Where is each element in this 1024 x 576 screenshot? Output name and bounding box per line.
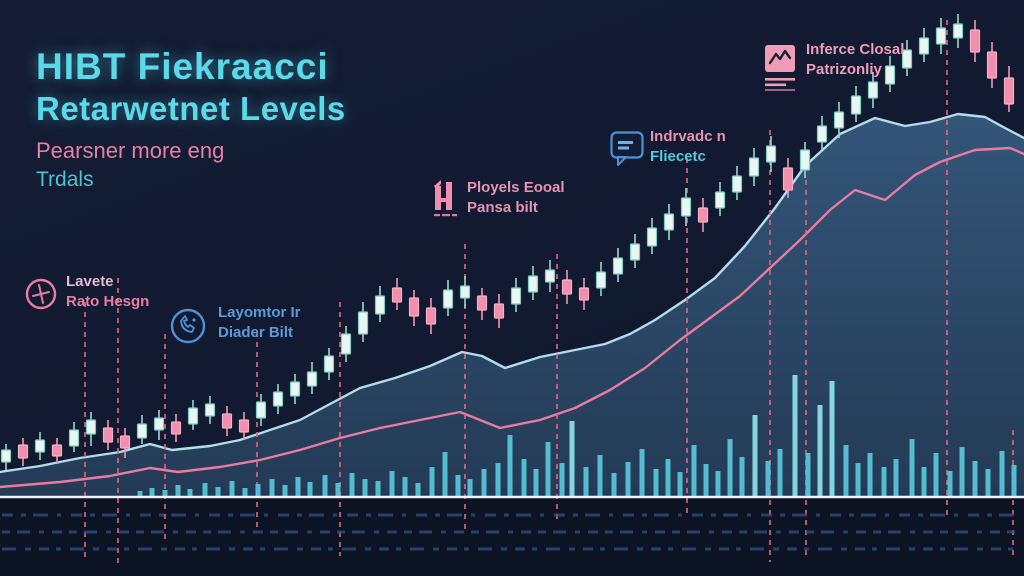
mid-label-line2: Pansa bilt — [467, 198, 538, 216]
top-right-label-line1: Inferce Closal — [806, 41, 905, 58]
chat-bubble-icon — [610, 131, 650, 176]
left-label-1-line1: Lavete — [66, 273, 114, 290]
left-label-2: Layomtor Ir Diader Bilt — [218, 303, 301, 342]
mid-label: Ployels Eooal Pansa bilt — [467, 178, 565, 217]
top-right-label-line2: Patrizonliy — [806, 60, 882, 78]
left-label-2-line1: Layomtor Ir — [218, 304, 301, 321]
indicator-label-line1: Indrvadc n — [650, 128, 726, 145]
indicator-label-line2: Fliecetc — [650, 147, 706, 165]
compass-icon — [24, 277, 58, 316]
title-line1: HIBT Fiekraacci — [36, 46, 329, 87]
subtitle-line2: Trdals — [36, 168, 94, 191]
left-label-1: Lavete Rato Hesgn — [66, 272, 149, 311]
left-label-1-line2: Rato Hesgn — [66, 292, 150, 310]
chart-card-icon — [765, 45, 799, 102]
phone-icon — [168, 306, 208, 351]
title-line2: Retarwetnet Levels — [36, 90, 346, 127]
subtitle-line1: Pearsner more eng — [36, 138, 225, 163]
indicator-label: Indrvadc n Fliecetc — [650, 127, 726, 166]
page-title: HIBT Fiekraacci Retarwetnet Levels Pears… — [36, 46, 346, 192]
h-glyph-icon — [432, 180, 462, 225]
left-label-2-line2: Diader Bilt — [218, 323, 294, 341]
top-right-label: Inferce Closal Patrizonliy — [806, 40, 904, 79]
mid-label-line1: Ployels Eooal — [467, 179, 565, 196]
